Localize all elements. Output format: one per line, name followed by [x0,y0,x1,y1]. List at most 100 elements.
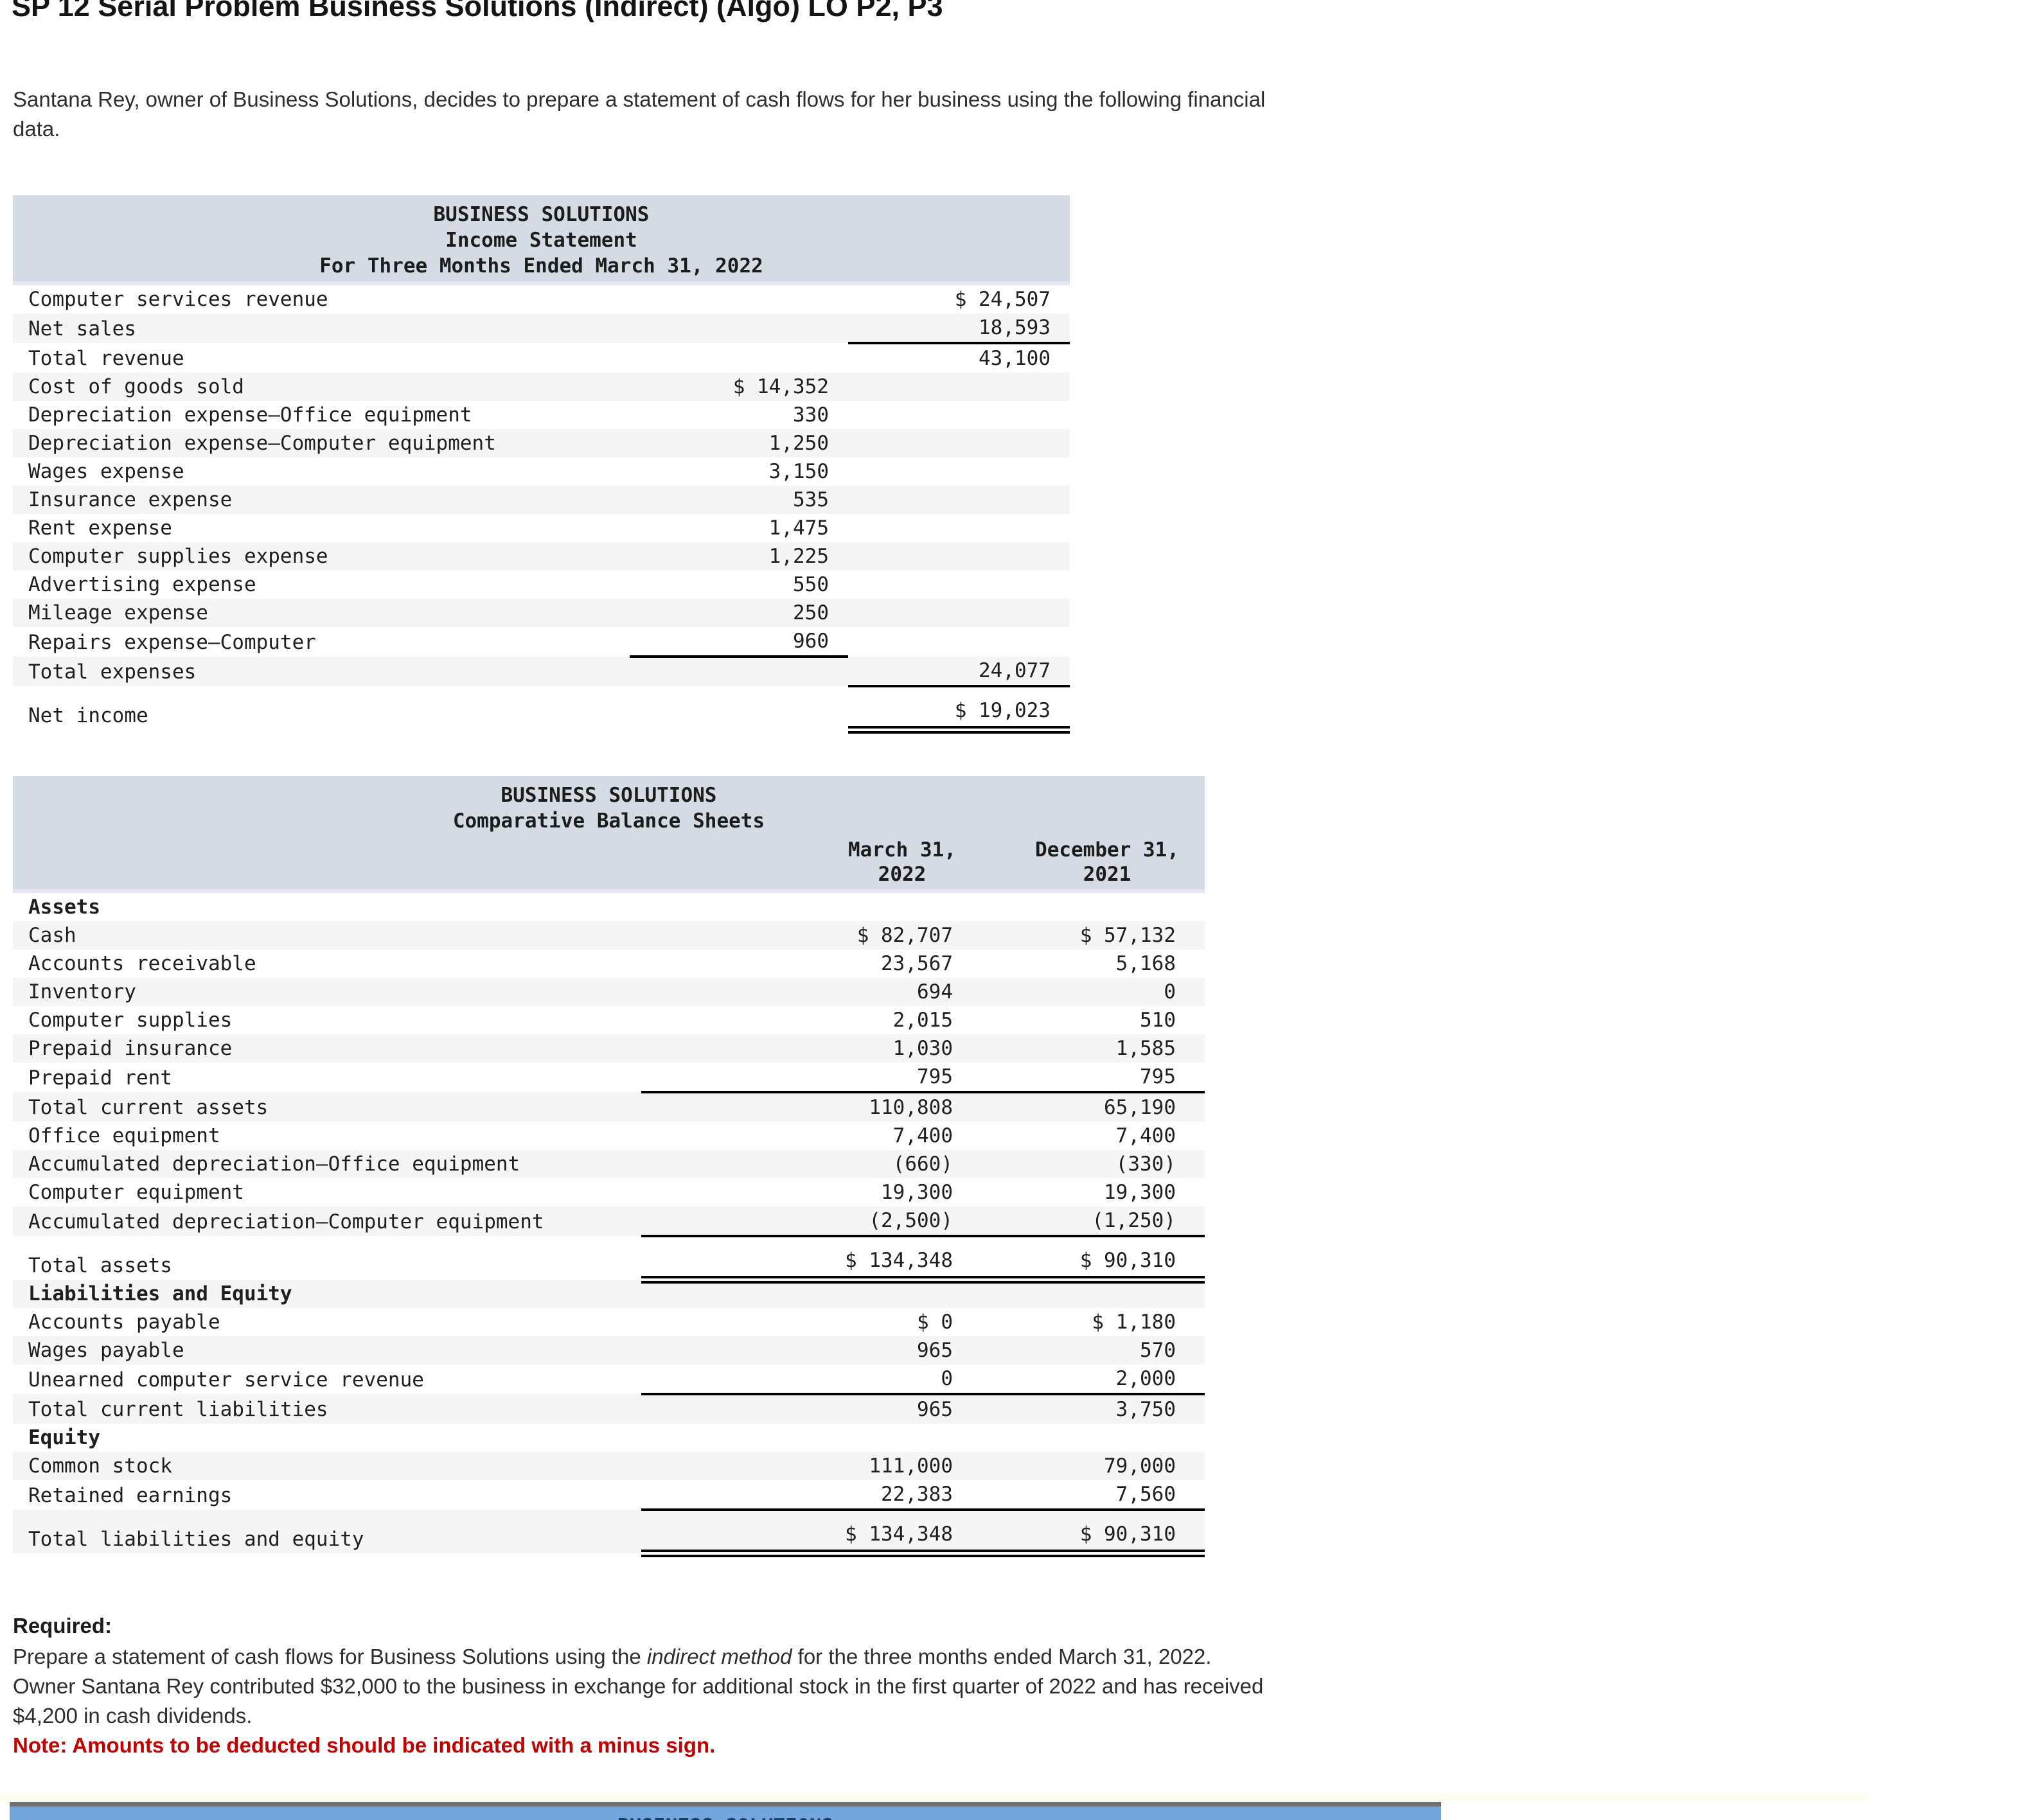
row-label: Rent expense [28,517,172,540]
row-value-col2: 79,000 [1104,1454,1176,1478]
statement-row: Rent expense 1,475 [13,514,1070,542]
row-label: Insurance expense [28,488,233,511]
row-value-col2: 43,100 [979,347,1051,370]
row-value-col1: 23,567 [881,952,953,975]
row-value-col1: 2,015 [892,1009,953,1032]
column-header-spacer [13,838,644,887]
statement-title: Income Statement [445,229,637,252]
row-value-col1: 7,400 [892,1124,953,1147]
section-heading-row: Equity [13,1424,1205,1452]
balance-sheet-rows: Assets Cash $ 82,707 $ 57,132 Accounts recei… [13,893,1205,1557]
section-heading-row: Liabilities and Equity [13,1280,1205,1308]
row-value-col2 [848,457,1070,486]
statement-row: Accumulated depreciation—Computer equipm… [13,1206,1205,1237]
minus-sign-note: Note: Amounts to be deducted should be i… [13,1733,716,1757]
statement-row: Prepaid insurance 1,030 1,585 [13,1034,1205,1063]
statement-row: Office equipment 7,400 7,400 [13,1122,1205,1150]
required-line-1: Prepare a statement of cash flows for Bu… [13,1645,1212,1668]
row-value-col2 [848,514,1070,542]
row-value-col1 [641,1280,961,1308]
statement-row: Total revenue 43,100 [13,343,1070,373]
row-label: Repairs expense—Computer [28,631,316,654]
row-value-col1 [630,285,848,314]
row-value-col1 [630,657,848,686]
row-value-col1 [641,893,961,921]
required-line-2: Owner Santana Rey contributed $32,000 to… [13,1674,1264,1698]
statement-row: Depreciation expense—Computer equipment 1… [13,429,1070,457]
statement-row: Computer services revenue $ 24,507 [13,285,1070,314]
statement-row: Common stock 111,000 79,000 [13,1452,1205,1480]
row-value-col2: 795 [961,1063,1205,1093]
statement-row: Accounts receivable 23,567 5,168 [13,950,1205,978]
row-value-col1: 111,000 [869,1454,953,1478]
intro-line-1: Santana Rey, owner of Business Solutions… [13,87,1266,111]
row-value-col1: 0 [641,1365,961,1395]
statement-row: Accumulated depreciation—Office equipmen… [13,1150,1205,1178]
row-value-col1: $ 0 [917,1311,953,1334]
row-label: Total expenses [28,660,197,684]
statement-period: For Three Months Ended March 31, 2022 [319,254,763,278]
statement-row: Computer equipment 19,300 19,300 [13,1178,1205,1206]
row-label: Retained earnings [28,1484,233,1507]
row-value-col2: 510 [1140,1009,1176,1032]
row-value-col2: 3,750 [1115,1398,1176,1421]
row-label: Total assets [28,1254,172,1277]
row-value-col1 [630,314,848,343]
row-value-col1 [630,343,848,373]
row-label: Equity [28,1426,100,1449]
row-value-col1: 694 [917,980,953,1003]
row-value-col2: $ 90,310 [961,1236,1205,1284]
row-label: Computer services revenue [28,288,328,311]
income-statement-rows: Computer services revenue $ 24,507 Net sal… [13,285,1070,734]
section-heading-row: Assets [13,893,1205,921]
row-value-col1: $ 134,348 [641,1510,961,1557]
row-value-col1: 22,383 [641,1480,961,1511]
required-heading: Required: [13,1614,112,1638]
content-bottom-strip [0,1794,1867,1802]
statement-row: Depreciation expense—Office equipment 330 [13,401,1070,429]
row-value-col1: 110,808 [869,1096,953,1119]
row-value-col1: 1,250 [768,432,829,455]
statement-row: Wages payable 965 570 [13,1336,1205,1365]
company-name: BUSINESS SOLUTIONS [501,784,717,807]
row-label: Computer supplies [28,1009,233,1032]
problem-intro: Santana Rey, owner of Business Solutions… [13,85,2031,144]
row-value-col2 [848,401,1070,429]
required-line-3: $4,200 in cash dividends. [13,1704,253,1727]
row-label: Depreciation expense—Office equipment [28,403,472,427]
row-value-col2 [848,373,1070,401]
statement-row: Net sales 18,593 [13,314,1070,344]
row-value-col2: (330) [1115,1153,1176,1176]
statement-row: Accounts payable $ 0 $ 1,180 [13,1308,1205,1336]
balance-sheet-table: BUSINESS SOLUTIONS Comparative Balance S… [13,776,1205,1557]
row-label: Depreciation expense—Computer equipment [28,432,496,455]
statement-row: Retained earnings 22,383 7,560 [13,1480,1205,1511]
row-value-col1: 795 [641,1063,961,1093]
statement-row: Total liabilities and equity $ 134,348 $ 9… [13,1510,1205,1557]
row-value-col1: 3,150 [768,460,829,483]
row-value-col2: 18,593 [848,314,1070,344]
row-label: Accounts receivable [28,952,256,975]
row-value-col1 [630,686,848,730]
statement-row: Mileage expense 250 [13,599,1070,627]
row-value-col2 [848,429,1070,457]
row-label: Mileage expense [28,601,208,624]
row-label: Cash [28,924,76,947]
column-headers: March 31, 2022 December 31, 2021 [13,838,1205,887]
statement-row: Total current liabilities 965 3,750 [13,1394,1205,1424]
column-header-december-2021: December 31, 2021 [1035,838,1179,886]
row-value-col1: 535 [793,488,829,511]
row-value-col1: (2,500) [641,1206,961,1237]
intro-line-2: data. [13,117,60,141]
income-statement-table: BUSINESS SOLUTIONS Income Statement For … [13,195,1070,734]
statement-row: Cash $ 82,707 $ 57,132 [13,921,1205,950]
statement-title: Comparative Balance Sheets [452,809,765,833]
statement-row: Prepaid rent 795 795 [13,1063,1205,1093]
column-header-march-2022: March 31, 2022 [848,838,956,886]
statement-row: Total assets $ 134,348 $ 90,310 [13,1236,1205,1284]
row-value-col1: 550 [793,573,829,596]
row-label: Assets [28,896,100,919]
next-table-header-bar: BUSINESS SOLUTIONS [10,1802,1441,1820]
income-statement-header: BUSINESS SOLUTIONS Income Statement For … [13,195,1070,285]
